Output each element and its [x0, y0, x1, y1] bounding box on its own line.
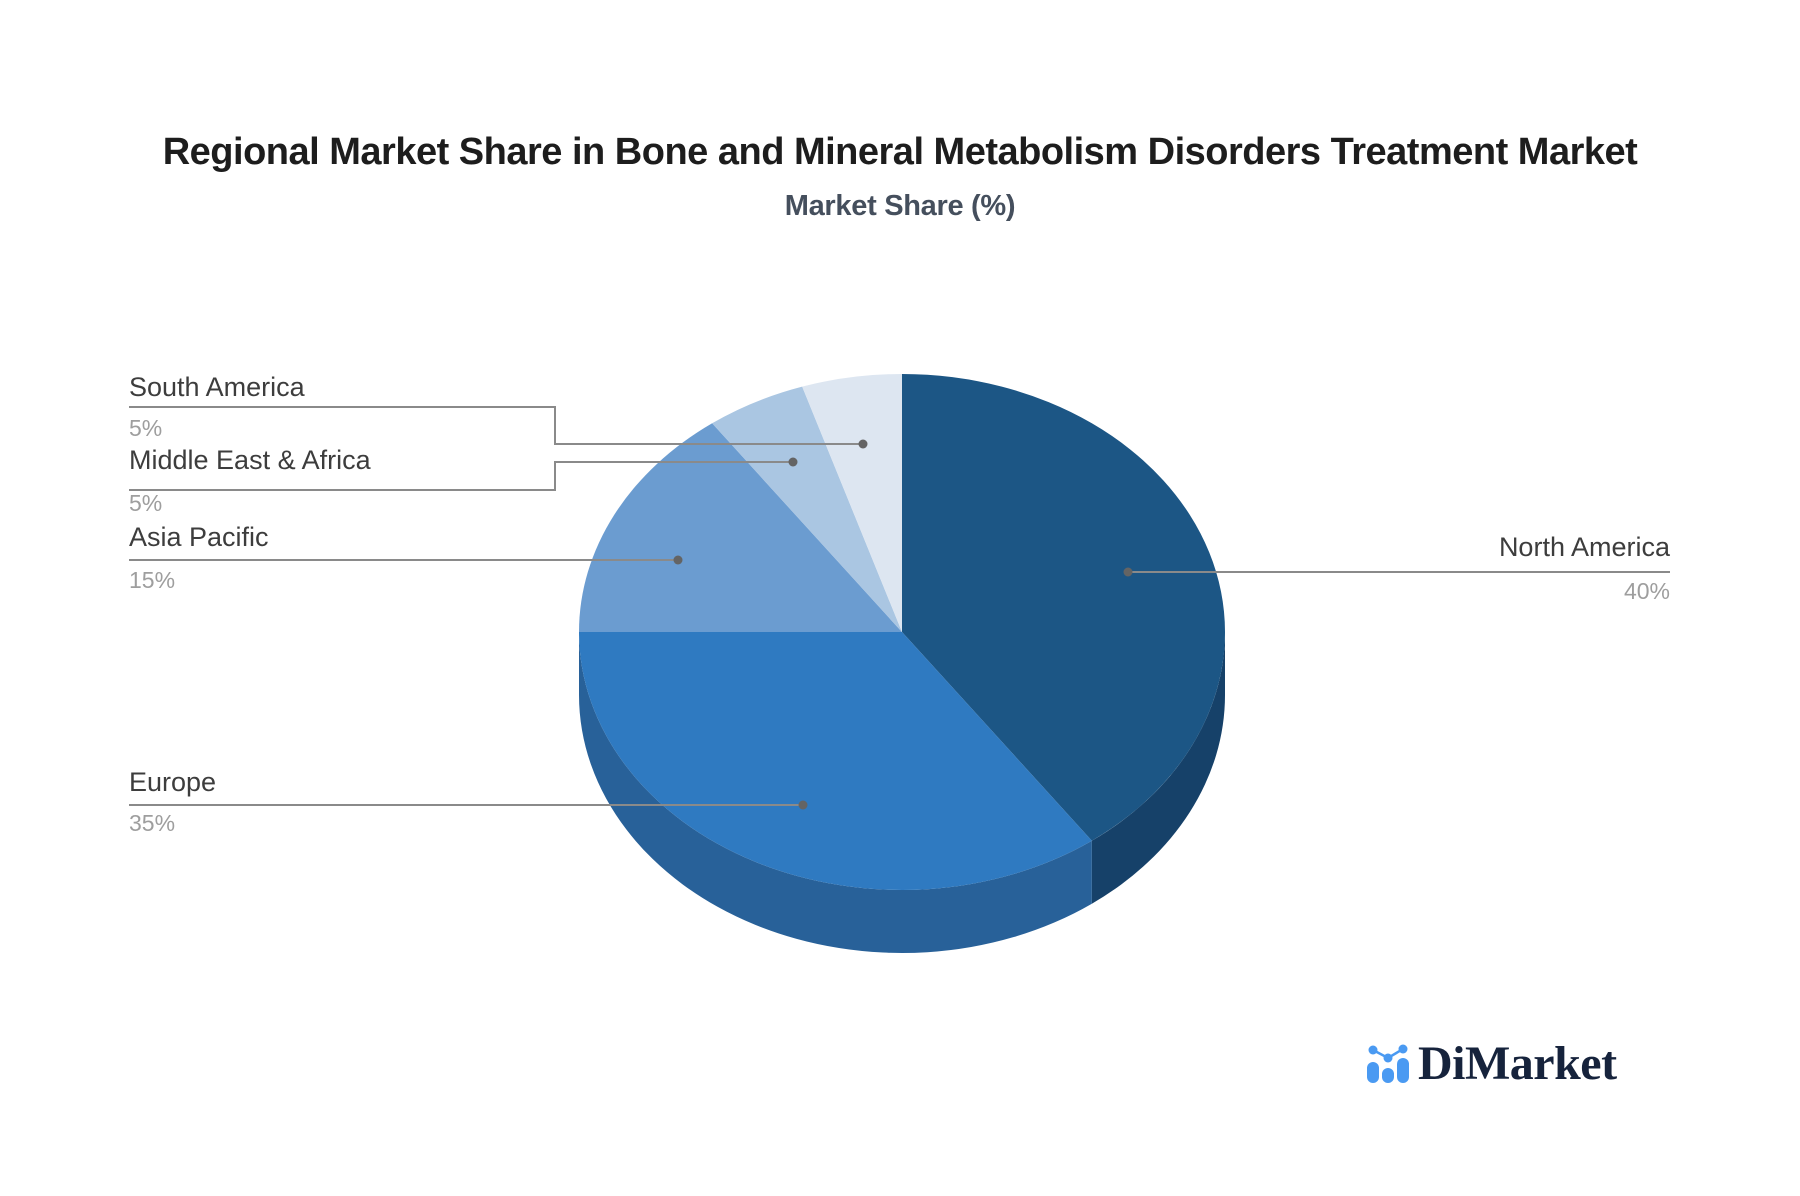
pie-slice-middle-east-africa [712, 386, 902, 632]
brand-logo-text: DiMarket [1418, 1037, 1617, 1090]
leader-line-south-america [129, 406, 863, 445]
pie-slice-asia-pacific [579, 423, 902, 632]
logo-dot [1398, 1044, 1408, 1054]
pie-slice-europe [579, 632, 1092, 890]
callout-label-europe: Europe [129, 767, 217, 797]
leader-dot-middle-east-africa [788, 457, 798, 467]
callout-pct-asia-pacific: 15% [129, 567, 176, 593]
callout-pct-middle-east-africa: 5% [129, 490, 163, 516]
callout-label-middle-east-africa: Middle East & Africa [129, 445, 371, 475]
callout-pct-south-america: 5% [129, 415, 163, 441]
logo-bar [1397, 1058, 1409, 1083]
bar-chart-logo-icon [1367, 1044, 1409, 1083]
callout-label-north-america: North America [1498, 532, 1670, 562]
leader-line-middle-east-africa [129, 461, 793, 491]
pie-slice-north-america [902, 374, 1225, 841]
logo-dot [1383, 1053, 1393, 1063]
callout-label-south-america: South America [129, 372, 305, 402]
pie-slice-south-america [802, 374, 902, 632]
leader-dot-south-america [858, 439, 868, 449]
logo-dot [1368, 1045, 1378, 1055]
chart-subtitle: Market Share (%) [784, 190, 1016, 222]
leader-dot-europe [798, 800, 808, 810]
leader-dot-asia-pacific [673, 555, 683, 565]
pie-side-north-america [1091, 632, 1225, 904]
callout-pct-north-america: 40% [1623, 578, 1670, 604]
logo-bar [1367, 1062, 1379, 1083]
callout-label-asia-pacific: Asia Pacific [129, 522, 269, 552]
callout-pct-europe: 35% [129, 810, 176, 836]
chart-title: Regional Market Share in Bone and Minera… [162, 131, 1638, 173]
leader-dot-north-america [1123, 567, 1133, 577]
logo-bar [1382, 1068, 1394, 1083]
pie-side-europe [579, 632, 1092, 953]
pie-group [579, 374, 1225, 953]
